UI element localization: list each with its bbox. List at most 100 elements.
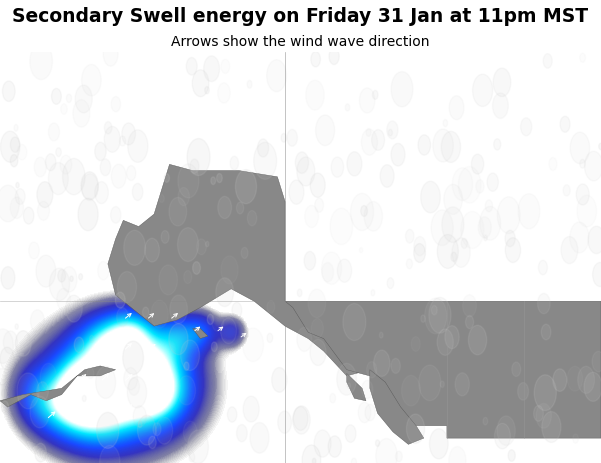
Circle shape xyxy=(487,174,498,192)
Circle shape xyxy=(419,365,441,401)
Circle shape xyxy=(164,175,169,183)
Circle shape xyxy=(105,122,112,135)
Circle shape xyxy=(206,242,209,247)
Circle shape xyxy=(391,144,405,167)
Circle shape xyxy=(461,212,484,249)
Circle shape xyxy=(367,362,377,378)
Circle shape xyxy=(472,75,493,107)
Circle shape xyxy=(104,127,120,153)
Circle shape xyxy=(192,71,209,97)
Circle shape xyxy=(592,351,601,372)
Circle shape xyxy=(314,430,331,457)
Circle shape xyxy=(347,152,362,176)
Circle shape xyxy=(82,395,86,401)
Circle shape xyxy=(313,458,316,463)
Circle shape xyxy=(476,181,484,194)
Circle shape xyxy=(430,429,448,459)
Circle shape xyxy=(117,308,128,327)
Circle shape xyxy=(254,143,276,180)
Circle shape xyxy=(576,185,589,206)
Circle shape xyxy=(218,84,230,104)
Circle shape xyxy=(362,381,373,399)
Circle shape xyxy=(95,143,106,161)
Circle shape xyxy=(573,434,578,443)
Circle shape xyxy=(441,132,460,163)
Circle shape xyxy=(16,331,31,357)
Circle shape xyxy=(216,278,234,307)
Circle shape xyxy=(518,194,540,229)
Circle shape xyxy=(10,198,23,219)
Circle shape xyxy=(293,406,310,434)
Circle shape xyxy=(468,325,487,355)
Circle shape xyxy=(449,96,464,120)
Circle shape xyxy=(237,425,247,442)
Circle shape xyxy=(442,207,464,243)
Circle shape xyxy=(453,169,472,201)
Circle shape xyxy=(184,362,189,370)
Circle shape xyxy=(297,157,315,187)
Circle shape xyxy=(388,130,392,137)
Circle shape xyxy=(461,239,468,249)
Circle shape xyxy=(23,208,34,225)
Circle shape xyxy=(221,318,237,344)
Circle shape xyxy=(401,375,421,406)
Circle shape xyxy=(387,278,394,289)
Circle shape xyxy=(178,188,189,206)
Circle shape xyxy=(212,342,218,352)
Circle shape xyxy=(466,316,474,329)
Circle shape xyxy=(451,253,457,262)
Circle shape xyxy=(75,338,84,353)
Polygon shape xyxy=(370,370,424,444)
Circle shape xyxy=(588,227,601,254)
Circle shape xyxy=(218,197,231,219)
Circle shape xyxy=(148,436,156,449)
Circle shape xyxy=(380,165,394,188)
Circle shape xyxy=(352,458,356,463)
Circle shape xyxy=(79,274,82,280)
Circle shape xyxy=(350,194,374,231)
Circle shape xyxy=(193,262,201,275)
Circle shape xyxy=(493,69,511,97)
Circle shape xyxy=(207,314,213,325)
Circle shape xyxy=(421,315,426,323)
Circle shape xyxy=(142,307,149,318)
Circle shape xyxy=(497,416,515,445)
Circle shape xyxy=(443,120,448,127)
Circle shape xyxy=(444,185,462,215)
Circle shape xyxy=(111,207,121,224)
Circle shape xyxy=(35,443,46,462)
Circle shape xyxy=(302,445,321,463)
Circle shape xyxy=(329,49,339,65)
Circle shape xyxy=(46,155,56,171)
Circle shape xyxy=(133,406,147,427)
Circle shape xyxy=(61,267,77,293)
Circle shape xyxy=(123,341,144,375)
Polygon shape xyxy=(193,329,208,339)
Circle shape xyxy=(247,81,252,89)
Circle shape xyxy=(345,105,350,112)
Circle shape xyxy=(560,117,570,133)
Circle shape xyxy=(534,406,543,421)
Circle shape xyxy=(561,237,578,264)
Circle shape xyxy=(29,243,39,259)
Circle shape xyxy=(480,207,501,241)
Circle shape xyxy=(536,404,551,428)
Circle shape xyxy=(211,177,216,185)
Circle shape xyxy=(366,129,371,137)
Circle shape xyxy=(406,414,425,444)
Circle shape xyxy=(493,94,508,119)
Circle shape xyxy=(421,182,441,213)
Circle shape xyxy=(250,423,269,453)
Circle shape xyxy=(87,368,94,379)
Circle shape xyxy=(584,372,601,401)
Circle shape xyxy=(371,290,375,296)
Circle shape xyxy=(49,124,59,142)
Circle shape xyxy=(498,197,520,234)
Circle shape xyxy=(16,189,25,205)
Polygon shape xyxy=(347,374,366,401)
Circle shape xyxy=(452,238,470,268)
Circle shape xyxy=(267,333,273,343)
Circle shape xyxy=(295,152,308,174)
Circle shape xyxy=(4,331,17,354)
Circle shape xyxy=(512,363,520,376)
